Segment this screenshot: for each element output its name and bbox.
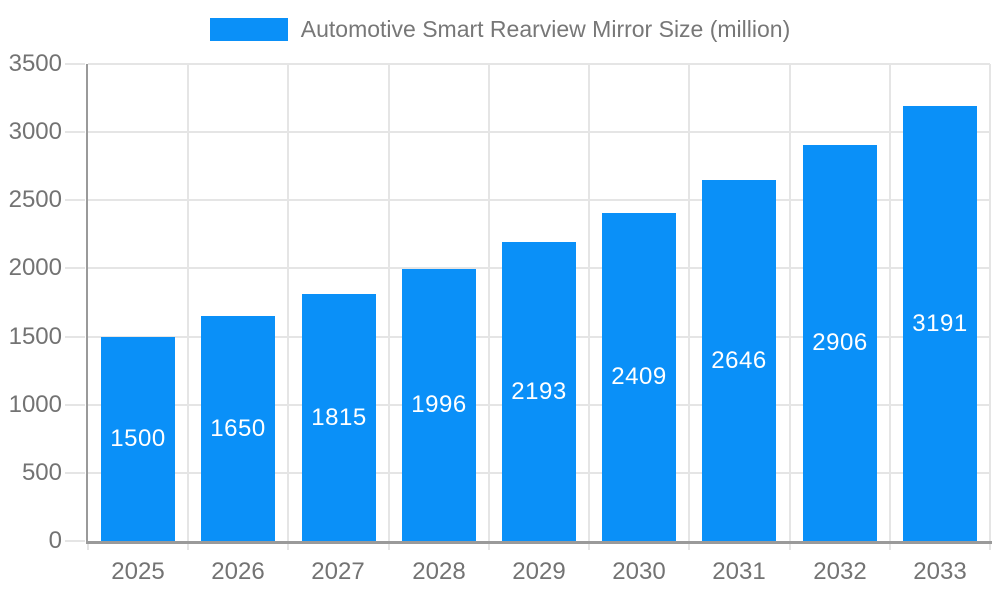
- x-gridline: [688, 64, 690, 541]
- legend-swatch: [209, 18, 288, 41]
- y-axis-tick: [65, 131, 85, 133]
- x-axis-tick-label: 2032: [813, 558, 867, 585]
- bar-value-label: 2906: [812, 329, 868, 356]
- y-axis-tick: [65, 199, 85, 201]
- y-axis-line: [86, 64, 88, 541]
- legend-item[interactable]: Automotive Smart Rearview Mirror Size (m…: [209, 16, 791, 43]
- bar-value-label: 2193: [511, 377, 567, 405]
- bar-2033[interactable]: 3191: [903, 106, 977, 541]
- x-gridline: [488, 64, 490, 541]
- x-axis-tick: [989, 541, 991, 550]
- bar-value-label: 1996: [411, 391, 467, 418]
- y-axis-tick: [65, 63, 85, 65]
- x-axis-tick: [488, 541, 490, 550]
- x-axis-tick: [789, 541, 791, 550]
- bar-value-label: 2409: [611, 363, 667, 390]
- x-axis-tick: [588, 541, 590, 550]
- bar-value-label: 2646: [711, 346, 767, 374]
- bar-value-label: 1500: [110, 425, 166, 452]
- y-axis-tick: [65, 336, 85, 338]
- y-gridline: [88, 63, 990, 65]
- x-axis-tick: [889, 541, 891, 550]
- y-axis-tick-label: 0: [48, 527, 62, 554]
- x-axis-tick: [287, 541, 289, 550]
- y-axis-tick: [65, 540, 85, 542]
- x-axis-tick-label: 2026: [211, 558, 265, 585]
- bar-2030[interactable]: 2409: [602, 213, 676, 541]
- y-axis-tick-label: 3500: [8, 50, 62, 77]
- x-gridline: [287, 64, 289, 541]
- x-gridline: [388, 64, 390, 541]
- bar-2025[interactable]: 1500: [101, 337, 175, 541]
- bar-value-label: 3191: [912, 309, 968, 337]
- x-gridline: [989, 64, 991, 541]
- x-axis-tick-label: 2033: [913, 558, 967, 585]
- x-axis-tick: [388, 541, 390, 550]
- y-axis-tick: [65, 472, 85, 474]
- x-axis-tick-label: 2027: [311, 558, 365, 585]
- bar-2028[interactable]: 1996: [402, 269, 476, 541]
- x-axis-tick-label: 2031: [712, 558, 766, 585]
- legend: Automotive Smart Rearview Mirror Size (m…: [0, 16, 1000, 43]
- x-gridline: [187, 64, 189, 541]
- x-gridline: [889, 64, 891, 541]
- x-axis-tick: [187, 541, 189, 550]
- bar-2026[interactable]: 1650: [201, 316, 275, 541]
- y-axis-tick-label: 1000: [8, 391, 62, 418]
- bar-value-label: 1815: [311, 403, 367, 431]
- bar-value-label: 1650: [210, 414, 266, 442]
- bar-2029[interactable]: 2193: [502, 242, 576, 541]
- y-axis-tick: [65, 404, 85, 406]
- x-gridline: [588, 64, 590, 541]
- y-axis-tick: [65, 267, 85, 269]
- x-axis-tick-label: 2025: [111, 558, 165, 585]
- y-gridline: [88, 131, 990, 133]
- x-axis-tick-label: 2028: [412, 558, 466, 585]
- x-axis-tick-label: 2030: [612, 558, 666, 585]
- y-axis-tick-label: 1500: [8, 323, 62, 350]
- y-axis-tick-label: 3000: [8, 118, 62, 145]
- bar-2032[interactable]: 2906: [803, 145, 877, 541]
- x-axis-tick-label: 2029: [512, 558, 566, 585]
- y-axis-tick-label: 2000: [8, 254, 62, 281]
- y-axis-tick-label: 500: [21, 459, 62, 486]
- y-gridline: [88, 199, 990, 201]
- bar-2027[interactable]: 1815: [302, 294, 376, 541]
- y-axis-tick-label: 2500: [8, 186, 62, 213]
- x-axis-tick: [688, 541, 690, 550]
- x-gridline: [789, 64, 791, 541]
- x-axis-tick: [87, 541, 89, 550]
- bar-2031[interactable]: 2646: [702, 180, 776, 541]
- x-axis-line: [86, 541, 992, 544]
- legend-series-label: Automotive Smart Rearview Mirror Size (m…: [300, 16, 791, 42]
